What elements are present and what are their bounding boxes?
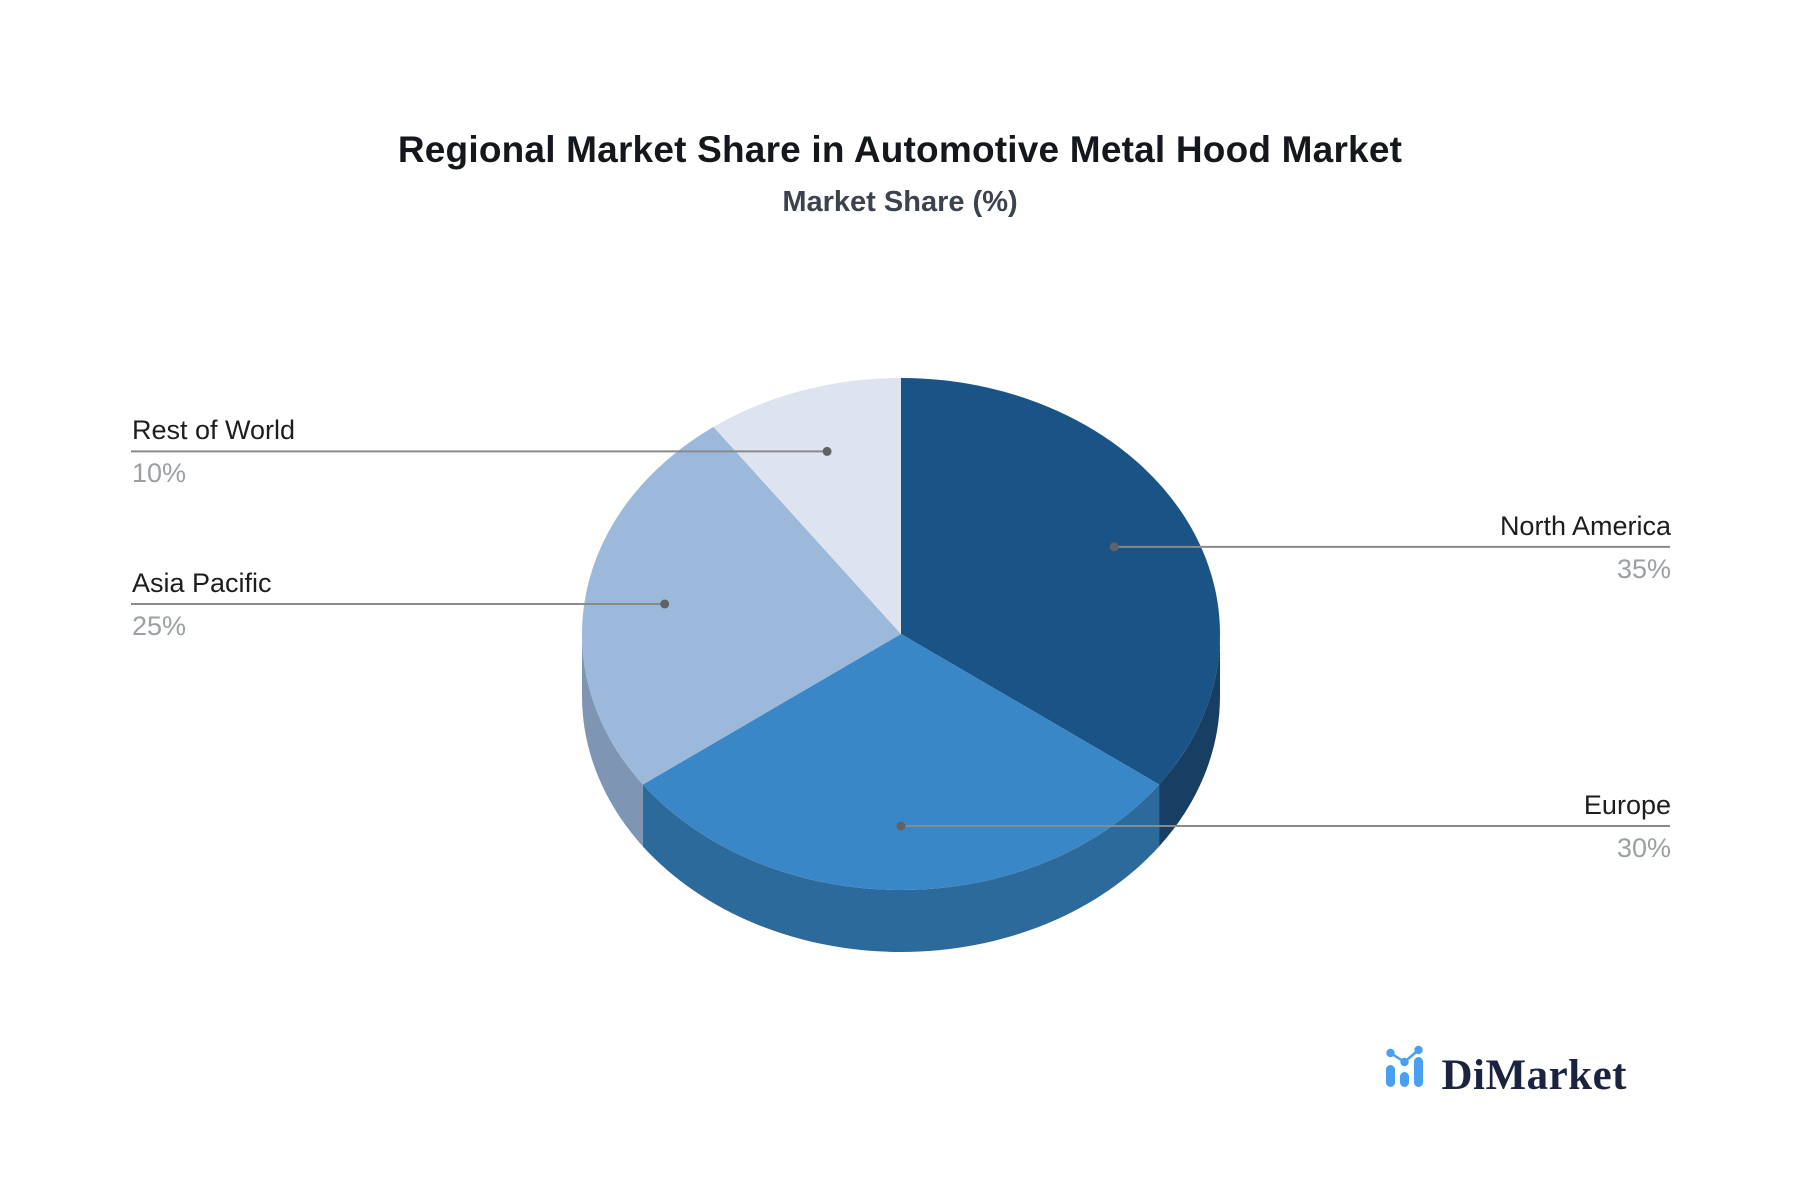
bar-line-chart-icon — [1385, 1045, 1423, 1087]
logo-bar — [1413, 1057, 1423, 1087]
callout-rest-of-world: Rest of World 10% — [132, 415, 295, 488]
logo-dot — [1413, 1045, 1423, 1055]
pie-slice-rest-of-world — [713, 378, 901, 634]
slice-value: 10% — [132, 458, 187, 489]
pie-slice-side-europe — [642, 784, 1160, 952]
slice-label: Europe — [1583, 790, 1671, 820]
pie-slice-side-north-america — [1159, 634, 1220, 847]
slice-value: 30% — [1616, 833, 1671, 863]
logo-dot — [1385, 1048, 1395, 1058]
pie-slice-north-america — [901, 378, 1220, 785]
logo-bar — [1385, 1065, 1395, 1087]
slice-value: 25% — [132, 610, 187, 641]
anchor-dot — [822, 446, 832, 456]
slice-label: Asia Pacific — [132, 567, 272, 598]
slice-label: North America — [1499, 510, 1671, 541]
chart-title: Regional Market Share in Automotive Meta… — [397, 129, 1403, 170]
logo-dot — [1399, 1057, 1409, 1067]
callout-europe: Europe 30% — [1584, 790, 1671, 863]
brand-logo: DiMarket — [1381, 1042, 1628, 1097]
anchor-dot — [896, 821, 906, 831]
slice-label: Rest of World — [132, 415, 296, 446]
slice-value: 35% — [1616, 553, 1671, 584]
chart-subtitle: Market Share (%) — [782, 186, 1018, 218]
pie-slice-side-asia-pacific — [582, 634, 643, 847]
logo-bar — [1399, 1072, 1409, 1087]
callout-north-america: North America 35% — [1500, 511, 1671, 584]
brand-name: DiMarket — [1441, 1052, 1627, 1099]
anchor-dot — [660, 599, 670, 609]
callout-asia-pacific: Asia Pacific 25% — [132, 568, 272, 641]
pie-slice-asia-pacific — [582, 426, 901, 785]
anchor-dot — [1109, 542, 1119, 552]
